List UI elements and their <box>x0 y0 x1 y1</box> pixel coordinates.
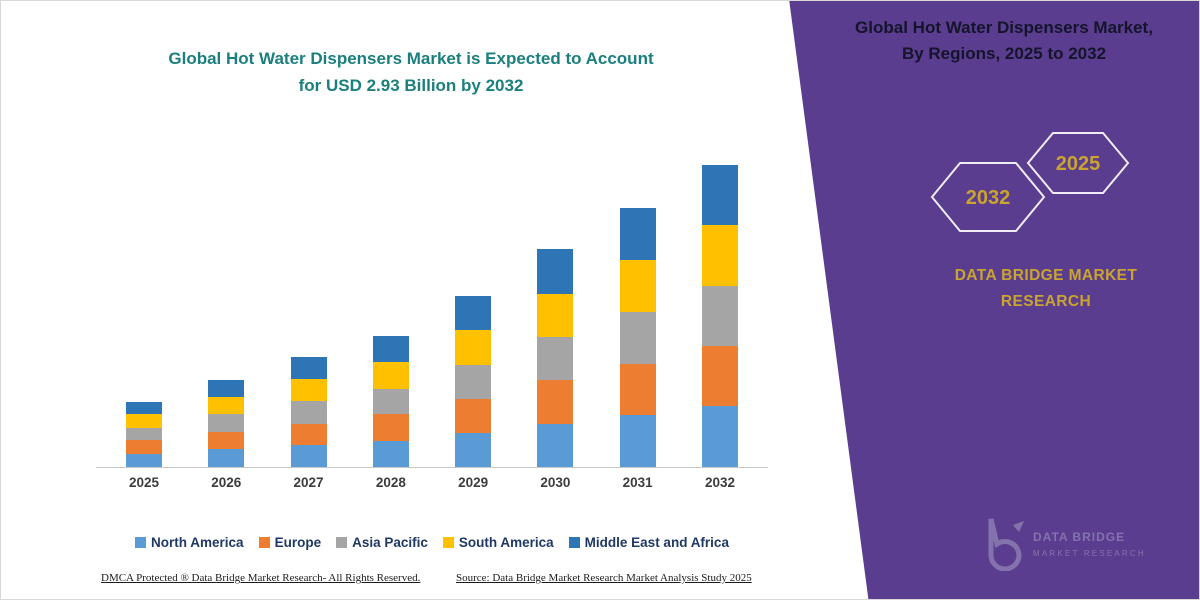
legend-label: Europe <box>274 535 322 550</box>
x-axis-label-2028: 2028 <box>375 475 406 490</box>
bar-segment <box>290 401 327 424</box>
bar-segment <box>619 208 656 260</box>
bar-chart <box>96 138 768 468</box>
bar-segment <box>126 414 162 428</box>
bar-segment <box>701 224 738 286</box>
bar-segment <box>701 346 738 407</box>
stacked-bar-2031 <box>619 208 656 467</box>
legend-swatch <box>442 537 454 548</box>
bar-segment <box>290 379 327 401</box>
panel-heading-line1: Global Hot Water Dispensers Market, <box>855 18 1153 37</box>
bar-segment <box>537 293 574 338</box>
bar-segment <box>701 285 738 347</box>
bar-segment <box>455 432 492 467</box>
chart-title-line2: for USD 2.93 Billion by 2032 <box>298 76 524 96</box>
legend-label: North America <box>151 535 244 550</box>
bar-segment <box>290 423 327 446</box>
stacked-bar-2027 <box>290 356 327 467</box>
watermark: DATA BRIDGE MARKET RESEARCH <box>983 513 1193 575</box>
stacked-bar-2026 <box>208 380 245 467</box>
x-axis-label-2025: 2025 <box>128 475 160 490</box>
x-axis-label-2027: 2027 <box>293 475 324 490</box>
bar-segment <box>455 364 492 399</box>
bar-segment <box>208 396 245 415</box>
legend-swatch <box>568 537 580 548</box>
watermark-text: DATA BRIDGE MARKET RESEARCH <box>1033 527 1146 561</box>
legend-item: Europe <box>258 535 322 550</box>
bar-segment <box>455 398 492 433</box>
bar-segment <box>537 337 574 381</box>
bar-segment <box>208 414 245 432</box>
x-axis-label-2030: 2030 <box>540 475 571 490</box>
x-axis-labels: 2025 2026 2027 2028 2029 2030 2031 2032 <box>96 475 768 490</box>
chart-title: Global Hot Water Dispensers Market is Ex… <box>111 45 711 99</box>
bar-segment <box>537 423 574 467</box>
legend-swatch <box>336 537 348 548</box>
bar-segment <box>290 445 327 467</box>
legend-item: Middle East and Africa <box>568 535 729 550</box>
hexagon-year-2025: 2025 <box>1056 153 1101 175</box>
stacked-bar-2029 <box>455 295 492 467</box>
hexagon-outline-2032 <box>930 162 1046 232</box>
hexagon-outline-2025 <box>1026 132 1130 194</box>
panel-heading: Global Hot Water Dispensers Market, By R… <box>821 15 1187 68</box>
stacked-bar-2028 <box>372 336 409 467</box>
bar-segment <box>455 329 492 365</box>
bar-segment <box>372 388 409 415</box>
bar-segment <box>537 380 574 424</box>
legend-item: North America <box>135 535 244 550</box>
bar-segment <box>619 415 656 467</box>
legend-item: Asia Pacific <box>336 535 428 550</box>
brand-line1: DATA BRIDGE MARKET <box>954 267 1138 284</box>
bar-segment <box>619 312 656 364</box>
bar-segment <box>208 380 245 397</box>
legend-item: South America <box>442 535 554 550</box>
bar-segment <box>372 361 409 389</box>
x-axis-label-2032: 2032 <box>704 475 735 490</box>
watermark-line1: DATA BRIDGE <box>1033 530 1126 544</box>
bar-segment <box>208 449 245 467</box>
bar-segment <box>126 402 162 415</box>
bar-segment <box>126 427 162 441</box>
stacked-bar-2032 <box>701 164 738 467</box>
stacked-bar-2025 <box>126 402 162 467</box>
bar-segment <box>619 363 656 416</box>
bar-segment <box>455 295 492 330</box>
chart-title-line1: Global Hot Water Dispensers Market is Ex… <box>168 49 654 68</box>
footer-dmca-text: DMCA Protected ® Data Bridge Market Rese… <box>101 572 421 584</box>
bar-segment <box>537 249 574 294</box>
x-axis-label-2026: 2026 <box>211 475 242 490</box>
chart-legend: North America Europe Asia Pacific South Ame… <box>76 535 788 550</box>
bar-segment <box>372 441 409 467</box>
year-hexagons: 2032 2025 <box>930 132 1130 232</box>
bar-segment <box>208 431 245 450</box>
hexagon-year-2032: 2032 <box>966 187 1011 209</box>
legend-swatch <box>135 537 147 548</box>
bar-segment <box>126 453 162 467</box>
panel-heading-line2: By Regions, 2025 to 2032 <box>901 44 1107 64</box>
bar-segment <box>372 336 409 362</box>
legend-label: Asia Pacific <box>352 535 428 550</box>
footer-source-text: Source: Data Bridge Market Research Mark… <box>456 572 752 584</box>
watermark-logo <box>988 518 1024 571</box>
legend-label: Middle East and Africa <box>584 535 729 550</box>
brand-name: DATA BRIDGE MARKET RESEARCH <box>906 263 1186 316</box>
bar-segment <box>290 356 327 380</box>
bar-segment <box>619 259 656 313</box>
stacked-bar-2030 <box>537 249 574 467</box>
legend-swatch <box>258 537 270 548</box>
brand-line2: RESEARCH <box>1000 293 1092 311</box>
bar-segment <box>126 440 162 454</box>
watermark-line2: MARKET RESEARCH <box>1033 549 1146 559</box>
legend-label: South America <box>458 535 554 550</box>
bar-segment <box>701 406 738 467</box>
x-axis-label-2029: 2029 <box>458 475 489 490</box>
bar-segment <box>701 164 738 225</box>
bar-segment <box>372 414 409 442</box>
x-axis-label-2031: 2031 <box>622 475 653 490</box>
